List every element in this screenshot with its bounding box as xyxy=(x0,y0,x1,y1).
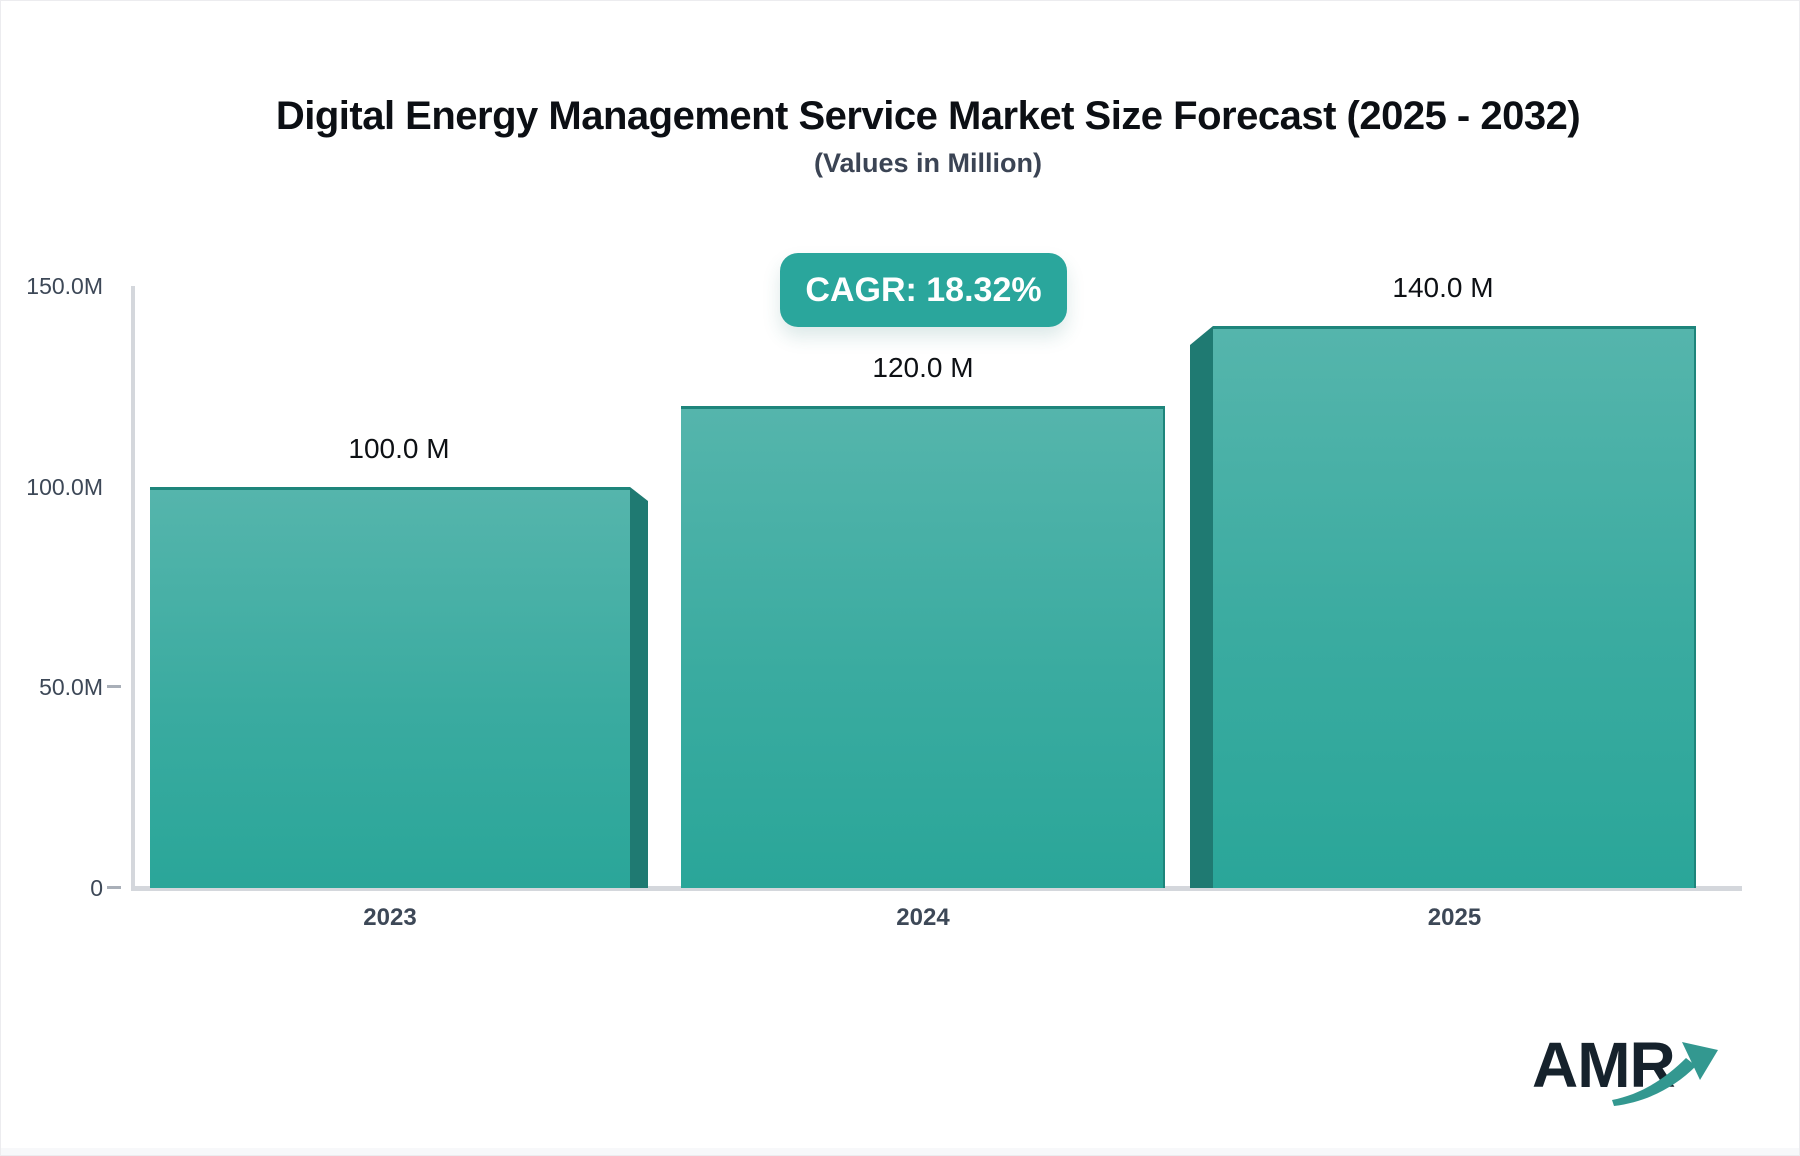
y-tick-label: 0 xyxy=(90,875,103,901)
bar-2023 xyxy=(150,487,648,888)
bar-value-label: 100.0 M xyxy=(348,433,450,464)
chart-title: Digital Energy Management Service Market… xyxy=(275,94,1581,138)
bottom-strip xyxy=(0,1148,1800,1156)
y-tick-label: 100.0M xyxy=(26,473,103,500)
x-axis-line xyxy=(131,886,1742,891)
y-axis-line xyxy=(131,286,135,890)
bar-face xyxy=(1213,326,1696,888)
cagr-badge: CAGR: 18.32% xyxy=(780,253,1067,327)
y-tick-label: 150.0M xyxy=(26,273,103,299)
bar-2024 xyxy=(681,406,1165,888)
bar-side-face xyxy=(630,487,648,888)
amr-logo: AMR xyxy=(1520,1018,1750,1123)
chart-subtitle: (Values in Million) xyxy=(813,148,1043,178)
x-tick-label: 2025 xyxy=(1427,904,1482,931)
bar-side-face xyxy=(1190,326,1213,888)
bar-value-label: 140.0 M xyxy=(1392,272,1494,303)
y-tick-dash xyxy=(107,685,121,689)
x-tick-label: 2024 xyxy=(896,904,950,931)
bar-2025 xyxy=(1190,326,1696,888)
x-tick-label: 2023 xyxy=(363,904,417,931)
bar-face xyxy=(150,487,630,888)
bar-value-label: 120.0 M xyxy=(872,352,974,383)
y-tick-dash xyxy=(107,886,121,889)
growth-arrow-icon xyxy=(1612,1042,1718,1106)
y-tick-label: 50.0M xyxy=(39,674,103,701)
bar-face xyxy=(681,406,1165,888)
